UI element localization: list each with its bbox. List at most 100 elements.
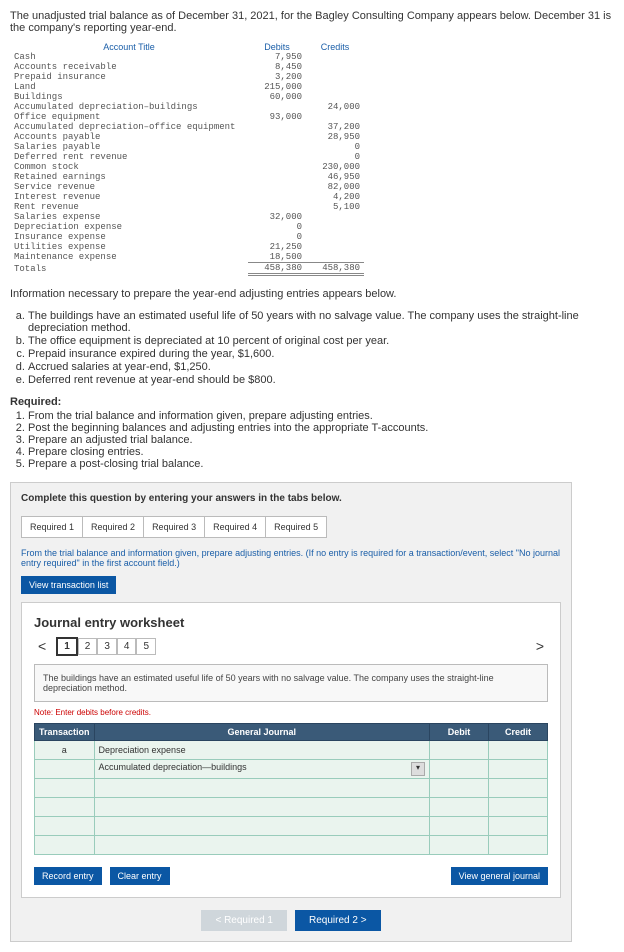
tb-credit: 0: [306, 142, 364, 152]
required-item: Post the beginning balances and adjustin…: [28, 422, 614, 434]
tb-debit: [248, 162, 306, 172]
tab-required-3[interactable]: Required 3: [143, 516, 205, 538]
journal-debit-cell[interactable]: [430, 779, 489, 798]
info-item: The office equipment is depreciated at 1…: [28, 335, 614, 347]
nav-next-button[interactable]: Required 2 >: [295, 910, 381, 931]
journal-tx: [35, 779, 95, 798]
tb-debit: [248, 132, 306, 142]
jh-transaction: Transaction: [35, 724, 95, 741]
tb-account: Accounts payable: [10, 132, 248, 142]
totals-credit: 458,380: [306, 263, 364, 275]
tb-account: Insurance expense: [10, 232, 248, 242]
worksheet-page-4[interactable]: 4: [117, 638, 137, 655]
tab-required-5[interactable]: Required 5: [265, 516, 327, 538]
tab-required-2[interactable]: Required 2: [82, 516, 144, 538]
worksheet-page-2[interactable]: 2: [78, 638, 98, 655]
journal-debit-cell[interactable]: [430, 798, 489, 817]
view-transaction-list-button[interactable]: View transaction list: [21, 576, 116, 594]
tb-account: Utilities expense: [10, 242, 248, 252]
journal-debit-cell[interactable]: [430, 760, 489, 779]
clear-entry-button[interactable]: Clear entry: [110, 867, 170, 885]
journal-account-cell[interactable]: [94, 817, 429, 836]
nav-prev-button[interactable]: < Required 1: [201, 910, 287, 931]
journal-tx: [35, 798, 95, 817]
journal-credit-cell[interactable]: [489, 779, 548, 798]
tb-debit: 32,000: [248, 212, 306, 222]
tb-debit: 21,250: [248, 242, 306, 252]
tb-account: Common stock: [10, 162, 248, 172]
tab-required-1[interactable]: Required 1: [21, 516, 83, 538]
journal-account-cell[interactable]: Depreciation expense: [94, 741, 429, 760]
journal-account-cell[interactable]: [94, 779, 429, 798]
jh-debit: Debit: [430, 724, 489, 741]
tb-account: Depreciation expense: [10, 222, 248, 232]
worksheet-nav: < 12345 >: [34, 638, 548, 654]
tb-debit: [248, 142, 306, 152]
note-text: Note: Enter debits before credits.: [34, 708, 548, 717]
journal-credit-cell[interactable]: [489, 760, 548, 779]
trial-balance-table: Account Title Debits Credits Cash7,950Ac…: [10, 42, 364, 276]
entry-description: The buildings have an estimated useful l…: [34, 664, 548, 702]
tb-credit: [306, 72, 364, 82]
tb-credit: 0: [306, 152, 364, 162]
prev-page-arrow[interactable]: <: [34, 638, 50, 654]
journal-account-cell[interactable]: [94, 836, 429, 855]
tb-credit: [306, 52, 364, 62]
tb-debit: 60,000: [248, 92, 306, 102]
journal-debit-cell[interactable]: [430, 836, 489, 855]
tb-debit: [248, 102, 306, 112]
tb-debit: [248, 172, 306, 182]
question-container: Complete this question by entering your …: [10, 482, 572, 942]
journal-credit-cell[interactable]: [489, 817, 548, 836]
journal-credit-cell[interactable]: [489, 741, 548, 760]
tb-account: Accumulated depreciation–office equipmen…: [10, 122, 248, 132]
required-item: Prepare an adjusted trial balance.: [28, 434, 614, 446]
info-list: The buildings have an estimated useful l…: [10, 310, 614, 386]
th-debits: Debits: [248, 42, 306, 52]
complete-text: Complete this question by entering your …: [21, 493, 561, 504]
tab-required-4[interactable]: Required 4: [204, 516, 266, 538]
tb-credit: [306, 112, 364, 122]
tb-debit: 8,450: [248, 62, 306, 72]
tb-account: Land: [10, 82, 248, 92]
journal-debit-cell[interactable]: [430, 741, 489, 760]
instruction-text: From the trial balance and information g…: [21, 548, 561, 568]
required-heading: Required:: [10, 396, 614, 408]
journal-credit-cell[interactable]: [489, 798, 548, 817]
tb-debit: [248, 152, 306, 162]
journal-account-cell[interactable]: [94, 798, 429, 817]
tb-debit: [248, 192, 306, 202]
worksheet-page-5[interactable]: 5: [136, 638, 156, 655]
tb-debit: 7,950: [248, 52, 306, 62]
tb-debit: [248, 122, 306, 132]
tb-account: Interest revenue: [10, 192, 248, 202]
view-general-journal-button[interactable]: View general journal: [451, 867, 548, 885]
journal-account-cell[interactable]: Accumulated depreciation—buildings▾: [94, 760, 429, 779]
required-list: From the trial balance and information g…: [10, 410, 614, 470]
tb-credit: [306, 242, 364, 252]
tb-credit: 37,200: [306, 122, 364, 132]
tb-credit: 46,950: [306, 172, 364, 182]
jh-general-journal: General Journal: [94, 724, 429, 741]
info-item: The buildings have an estimated useful l…: [28, 310, 614, 334]
dropdown-icon[interactable]: ▾: [411, 762, 425, 776]
info-item: Deferred rent revenue at year-end should…: [28, 374, 614, 386]
tb-credit: [306, 222, 364, 232]
required-item: From the trial balance and information g…: [28, 410, 614, 422]
journal-debit-cell[interactable]: [430, 817, 489, 836]
journal-credit-cell[interactable]: [489, 836, 548, 855]
next-page-arrow[interactable]: >: [532, 638, 548, 654]
th-credits: Credits: [306, 42, 364, 52]
tb-debit: 93,000: [248, 112, 306, 122]
tb-credit: [306, 252, 364, 263]
info-item: Accrued salaries at year-end, $1,250.: [28, 361, 614, 373]
tb-account: Buildings: [10, 92, 248, 102]
record-entry-button[interactable]: Record entry: [34, 867, 102, 885]
worksheet-page-3[interactable]: 3: [97, 638, 117, 655]
journal-table: Transaction General Journal Debit Credit…: [34, 723, 548, 855]
tb-account: Deferred rent revenue: [10, 152, 248, 162]
tb-credit: [306, 212, 364, 222]
totals-label: Totals: [10, 263, 248, 275]
worksheet-page-1[interactable]: 1: [56, 637, 78, 656]
tb-account: Retained earnings: [10, 172, 248, 182]
